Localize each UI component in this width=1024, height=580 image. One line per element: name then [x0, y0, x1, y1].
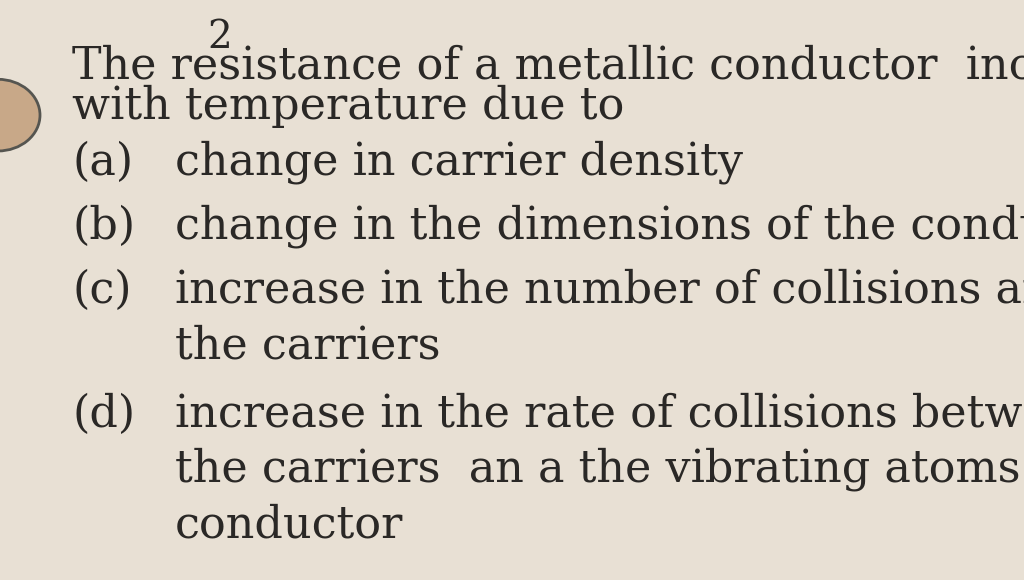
Text: increase in the number of collisions among: increase in the number of collisions amo… — [175, 269, 1024, 313]
Text: The resistance of a metallic conductor  increases: The resistance of a metallic conductor i… — [72, 44, 1024, 88]
Text: change in carrier density: change in carrier density — [175, 141, 743, 184]
Text: change in the dimensions of the conductor: change in the dimensions of the conducto… — [175, 205, 1024, 248]
Text: conductor: conductor — [175, 503, 403, 546]
Circle shape — [0, 79, 40, 151]
Text: the carriers  an a the vibrating atoms of the: the carriers an a the vibrating atoms of… — [175, 448, 1024, 491]
Text: (c): (c) — [72, 269, 131, 312]
Text: the carriers: the carriers — [175, 324, 440, 367]
Text: (b): (b) — [72, 205, 135, 248]
Text: 2: 2 — [208, 19, 232, 56]
Text: increase in the rate of collisions between: increase in the rate of collisions betwe… — [175, 392, 1024, 436]
Text: (d): (d) — [72, 392, 135, 436]
Text: with temperature due to: with temperature due to — [72, 85, 625, 128]
Text: (a): (a) — [72, 141, 133, 184]
